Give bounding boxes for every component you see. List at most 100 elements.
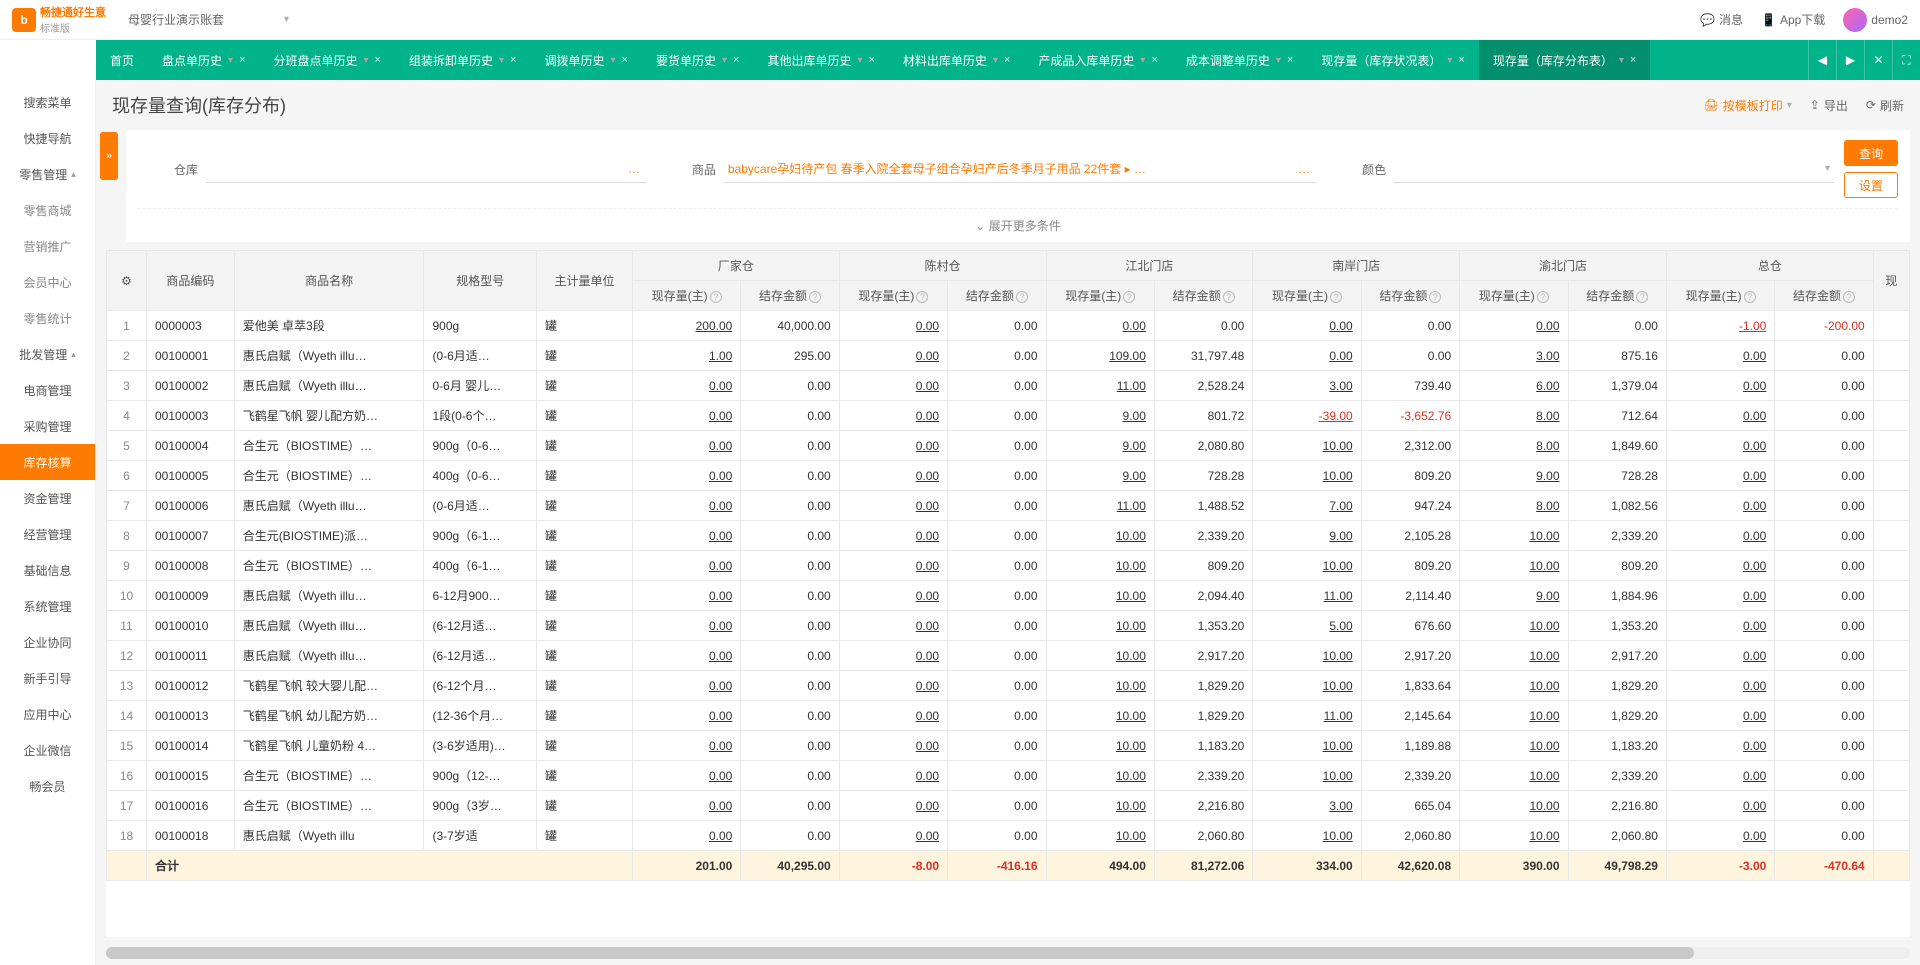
column-header[interactable]: 现存量(主)?	[839, 281, 947, 311]
cell-qty[interactable]: 3.00	[1460, 341, 1568, 371]
tab[interactable]: 成本调整单历史▾×	[1172, 40, 1307, 80]
cell-qty[interactable]: 10.00	[1460, 641, 1568, 671]
cell-qty[interactable]: 8.00	[1460, 401, 1568, 431]
column-header[interactable]: 结存金额?	[741, 281, 839, 311]
close-icon[interactable]: ×	[1151, 54, 1157, 66]
help-icon[interactable]: ?	[710, 291, 722, 303]
cell-qty[interactable]: 0.00	[1666, 821, 1774, 851]
tab[interactable]: 调拨单历史▾×	[530, 40, 641, 80]
close-icon[interactable]: ×	[239, 54, 245, 66]
column-header[interactable]: 现存量(主)?	[632, 281, 740, 311]
cell-qty[interactable]: 0.00	[839, 791, 947, 821]
cell-qty[interactable]: 0.00	[632, 641, 740, 671]
cell-qty[interactable]: 0.00	[1666, 521, 1774, 551]
cell-qty[interactable]: 0.00	[1046, 311, 1154, 341]
close-icon[interactable]: ×	[1458, 54, 1464, 66]
help-icon[interactable]: ?	[916, 291, 928, 303]
cell-qty[interactable]: 10.00	[1253, 671, 1361, 701]
cell-qty[interactable]: 8.00	[1460, 491, 1568, 521]
app-download-link[interactable]: 📱 App下载	[1761, 11, 1825, 28]
column-header[interactable]: 结存金额?	[1775, 281, 1873, 311]
cell-qty[interactable]: 0.00	[632, 401, 740, 431]
cell-qty[interactable]: 0.00	[839, 521, 947, 551]
cell-qty[interactable]: 7.00	[1253, 491, 1361, 521]
sidebar-item[interactable]: 应用中心	[0, 696, 95, 732]
tab[interactable]: 材料出库单历史▾×	[889, 40, 1024, 80]
cell-qty[interactable]: 9.00	[1046, 431, 1154, 461]
cell-qty[interactable]: 9.00	[1046, 461, 1154, 491]
help-icon[interactable]: ?	[1636, 291, 1648, 303]
help-icon[interactable]: ?	[1843, 291, 1855, 303]
help-icon[interactable]: ?	[1744, 291, 1756, 303]
close-icon[interactable]: ×	[1287, 54, 1293, 66]
cell-qty[interactable]: 0.00	[839, 611, 947, 641]
column-header[interactable]: 现存量(主)?	[1253, 281, 1361, 311]
cell-qty[interactable]: 10.00	[1046, 551, 1154, 581]
tab[interactable]: 分班盘点单历史▾×	[260, 40, 395, 80]
cell-qty[interactable]: 0.00	[1666, 431, 1774, 461]
cell-qty[interactable]: 0.00	[1666, 701, 1774, 731]
cell-qty[interactable]: 0.00	[1666, 341, 1774, 371]
cell-qty[interactable]: 0.00	[632, 431, 740, 461]
cell-qty[interactable]: 10.00	[1253, 761, 1361, 791]
cell-qty[interactable]: 0.00	[839, 371, 947, 401]
cell-qty[interactable]: 3.00	[1253, 791, 1361, 821]
cell-qty[interactable]: 0.00	[839, 701, 947, 731]
sidebar-item[interactable]: 企业协同	[0, 624, 95, 660]
cell-qty[interactable]: 0.00	[839, 461, 947, 491]
column-header[interactable]: 现存量(主)?	[1460, 281, 1568, 311]
cell-qty[interactable]: 0.00	[632, 461, 740, 491]
sidebar-item[interactable]: 营销推广	[0, 228, 95, 264]
help-icon[interactable]: ?	[1123, 291, 1135, 303]
help-icon[interactable]: ?	[1016, 291, 1028, 303]
cell-qty[interactable]: 11.00	[1046, 371, 1154, 401]
cell-qty[interactable]: 0.00	[1666, 641, 1774, 671]
cell-qty[interactable]: 0.00	[839, 491, 947, 521]
cell-qty[interactable]: 1.00	[632, 341, 740, 371]
cell-qty[interactable]: 10.00	[1046, 611, 1154, 641]
gear-column[interactable]: ⚙	[107, 251, 147, 311]
cell-qty[interactable]: 0.00	[1253, 341, 1361, 371]
cell-qty[interactable]: 0.00	[1666, 371, 1774, 401]
cell-qty[interactable]: 0.00	[839, 551, 947, 581]
color-input[interactable]: ▾	[1394, 155, 1834, 183]
sidebar-item[interactable]: 资金管理	[0, 480, 95, 516]
cell-qty[interactable]: 0.00	[1666, 401, 1774, 431]
tab[interactable]: 现存量（库存状况表）▾×	[1307, 40, 1478, 80]
cell-qty[interactable]: 200.00	[632, 311, 740, 341]
sidebar-item[interactable]: 零售商城	[0, 192, 95, 228]
help-icon[interactable]: ?	[1537, 291, 1549, 303]
cell-qty[interactable]: 0.00	[632, 581, 740, 611]
sidebar-item[interactable]: 企业微信	[0, 732, 95, 768]
column-header[interactable]: 商品名称	[234, 251, 424, 311]
sidebar-item[interactable]: 电商管理	[0, 372, 95, 408]
column-header[interactable]: 结存金额?	[948, 281, 1046, 311]
close-icon[interactable]: ×	[510, 54, 516, 66]
fullscreen-button[interactable]: ⛶	[1892, 40, 1920, 80]
cell-qty[interactable]: 0.00	[632, 551, 740, 581]
tab[interactable]: 首页	[96, 40, 148, 80]
help-icon[interactable]: ?	[1429, 291, 1441, 303]
cell-qty[interactable]: 10.00	[1253, 461, 1361, 491]
cell-qty[interactable]: 0.00	[1666, 731, 1774, 761]
cell-qty[interactable]: 0.00	[632, 611, 740, 641]
messages-link[interactable]: 💬 消息	[1700, 11, 1743, 28]
cell-qty[interactable]: 0.00	[632, 761, 740, 791]
cell-qty[interactable]: 10.00	[1046, 671, 1154, 701]
cell-qty[interactable]: 5.00	[1253, 611, 1361, 641]
cell-qty[interactable]: 0.00	[1253, 311, 1361, 341]
cell-qty[interactable]: 10.00	[1046, 791, 1154, 821]
cell-qty[interactable]: 9.00	[1046, 401, 1154, 431]
print-button[interactable]: 🖨 按模板打印 ▾	[1704, 97, 1792, 114]
sidebar-item[interactable]: 快捷导航	[0, 120, 95, 156]
sidebar-item[interactable]: 系统管理	[0, 588, 95, 624]
cell-qty[interactable]: 10.00	[1253, 431, 1361, 461]
help-icon[interactable]: ?	[809, 291, 821, 303]
cell-qty[interactable]: 9.00	[1460, 581, 1568, 611]
close-icon[interactable]: ×	[1004, 54, 1010, 66]
column-header[interactable]: 结存金额?	[1154, 281, 1252, 311]
cell-qty[interactable]: 0.00	[839, 731, 947, 761]
query-button[interactable]: 查询	[1844, 140, 1898, 166]
cell-qty[interactable]: 0.00	[839, 821, 947, 851]
tabs-next-button[interactable]: ▶	[1836, 40, 1864, 80]
